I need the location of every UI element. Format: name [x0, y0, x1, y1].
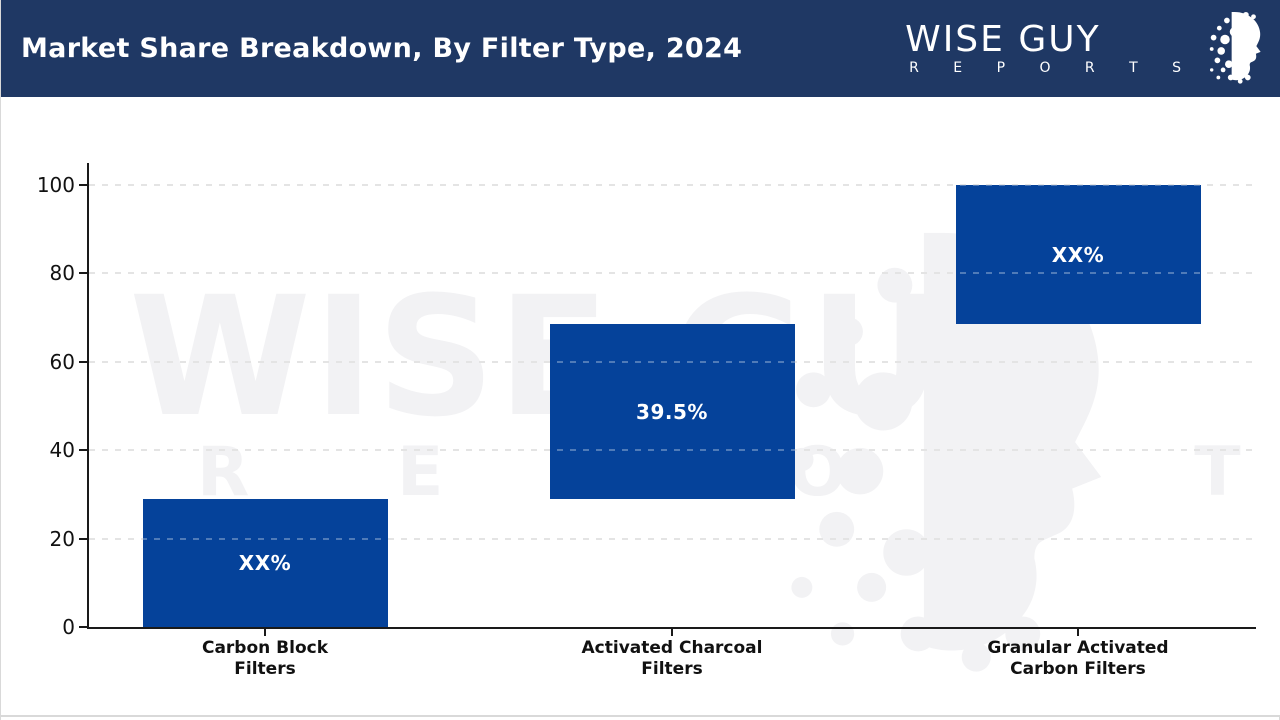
x-axis-category-label: Carbon Block Filters	[115, 638, 415, 680]
y-axis-tick-label: 40	[49, 438, 75, 463]
gridline-overlay	[89, 184, 1254, 186]
x-axis-category-label-line: Carbon Block	[201, 638, 329, 658]
y-axis-tick	[79, 272, 87, 275]
y-axis-tick-label: 100	[36, 173, 75, 197]
y-axis-tick-label: 0	[62, 615, 75, 639]
x-axis-category-label-line: Activated Charcoal	[581, 638, 763, 658]
x-axis-tick	[671, 629, 673, 636]
y-axis-tick	[79, 184, 87, 186]
x-axis-tick	[264, 629, 266, 636]
bar-value-label: XX%	[1051, 242, 1105, 267]
y-axis-line	[87, 163, 89, 629]
x-axis-line	[87, 627, 1256, 629]
page-title: Market Share Breakdown, By Filter Type, …	[21, 33, 743, 64]
x-axis-category-label-line: Filters	[641, 659, 703, 679]
gridline-overlay	[89, 449, 1254, 452]
wise-guy-reports-logo: WISE GUY R E P O R T S	[905, 11, 1263, 87]
gridline-overlay	[89, 360, 1254, 363]
x-axis-tick	[1077, 629, 1079, 636]
logo-wordmark: WISE GUY	[905, 18, 1101, 60]
x-axis-category-label: Granular Activated Carbon Filters	[928, 638, 1228, 680]
x-axis-category-label-line: Granular Activated	[987, 638, 1169, 658]
bar-value-label: 39.5%	[636, 399, 708, 424]
bar-segment: XX%	[142, 498, 388, 627]
y-axis-tick	[79, 626, 87, 628]
y-axis-tick-label: 60	[49, 349, 75, 374]
x-axis-category-label: Activated Charcoal Filters	[522, 638, 822, 680]
header-banner: Market Share Breakdown, By Filter Type, …	[1, 0, 1280, 97]
gridline-overlay	[89, 272, 1254, 275]
bottom-border-rule	[1, 715, 1280, 717]
y-axis-tick-label: 20	[49, 526, 75, 551]
bar-value-label: XX%	[238, 550, 292, 575]
x-axis-category-label-line: Filters	[234, 659, 296, 679]
chart-canvas: WISE GUY R E P O R T S XX%39.5%XX% 02040…	[1, 97, 1280, 716]
logo-subtitle: R E P O R T S	[909, 60, 1196, 77]
y-axis-tick-label: 80	[49, 261, 75, 286]
gridline	[89, 537, 1254, 540]
x-axis-category-label-line: Carbon Filters	[1010, 659, 1146, 679]
bar-segment: XX%	[955, 185, 1201, 325]
y-axis-tick	[79, 449, 87, 452]
plot-area: XX% 39.5% XX%	[89, 184, 1254, 627]
logo-face-dots-icon	[1209, 11, 1261, 84]
y-axis-tick	[79, 360, 87, 363]
gridline	[89, 184, 1254, 186]
bar-segment: 39.5%	[549, 324, 795, 499]
gridline	[89, 272, 1254, 275]
gridline-overlay	[89, 537, 1254, 540]
y-axis-tick	[79, 537, 87, 540]
logo-text: WISE GUY R E P O R T S	[905, 18, 1196, 77]
